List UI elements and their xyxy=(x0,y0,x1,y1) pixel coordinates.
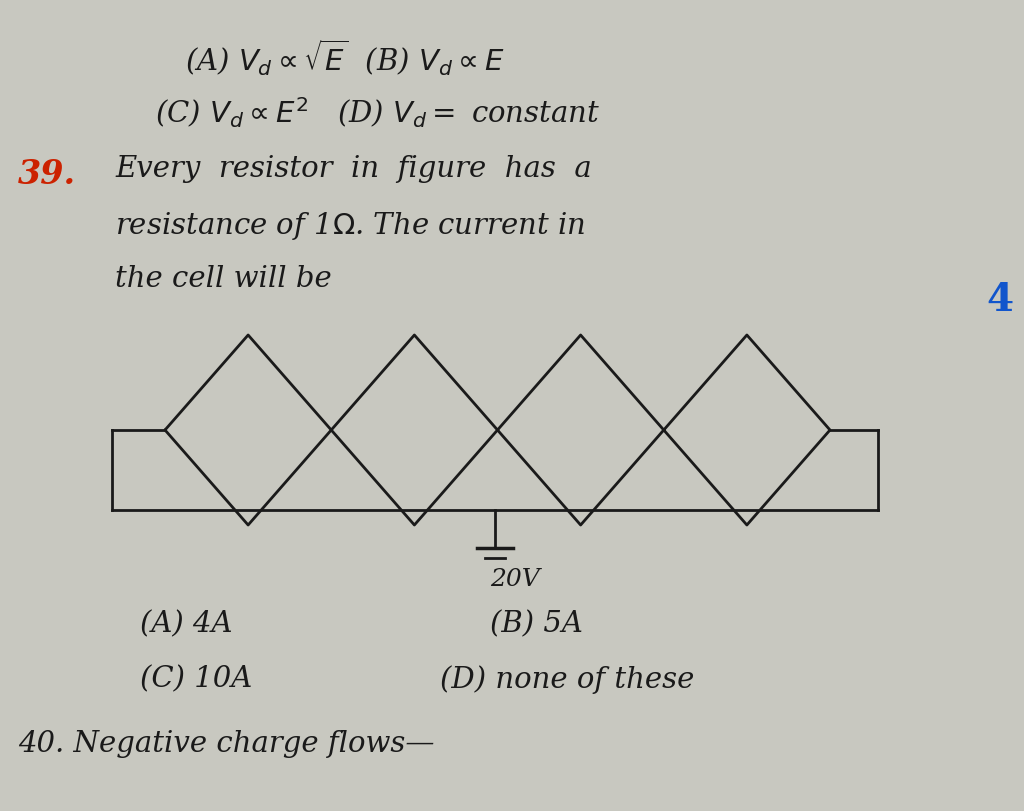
Text: resistance of 1$\Omega$. The current in: resistance of 1$\Omega$. The current in xyxy=(115,210,586,242)
Text: 4: 4 xyxy=(986,281,1014,319)
Text: (D) none of these: (D) none of these xyxy=(440,665,694,693)
Text: 40. Negative charge flows—: 40. Negative charge flows— xyxy=(18,730,434,758)
Text: 39.: 39. xyxy=(18,158,76,191)
Text: (A) 4A: (A) 4A xyxy=(140,610,232,638)
Text: (A) $V_d \propto \sqrt{E}$  (B) $V_d \propto E$: (A) $V_d \propto \sqrt{E}$ (B) $V_d \pro… xyxy=(185,38,505,79)
Text: 20V: 20V xyxy=(490,568,540,591)
Text: (C) 10A: (C) 10A xyxy=(140,665,252,693)
Text: (C) $V_d \propto E^2$   (D) $V_d =$ constant: (C) $V_d \propto E^2$ (D) $V_d =$ consta… xyxy=(155,95,600,130)
Text: (B) 5A: (B) 5A xyxy=(490,610,583,638)
Text: Every  resistor  in  figure  has  a: Every resistor in figure has a xyxy=(115,155,592,183)
Text: the cell will be: the cell will be xyxy=(115,265,332,293)
